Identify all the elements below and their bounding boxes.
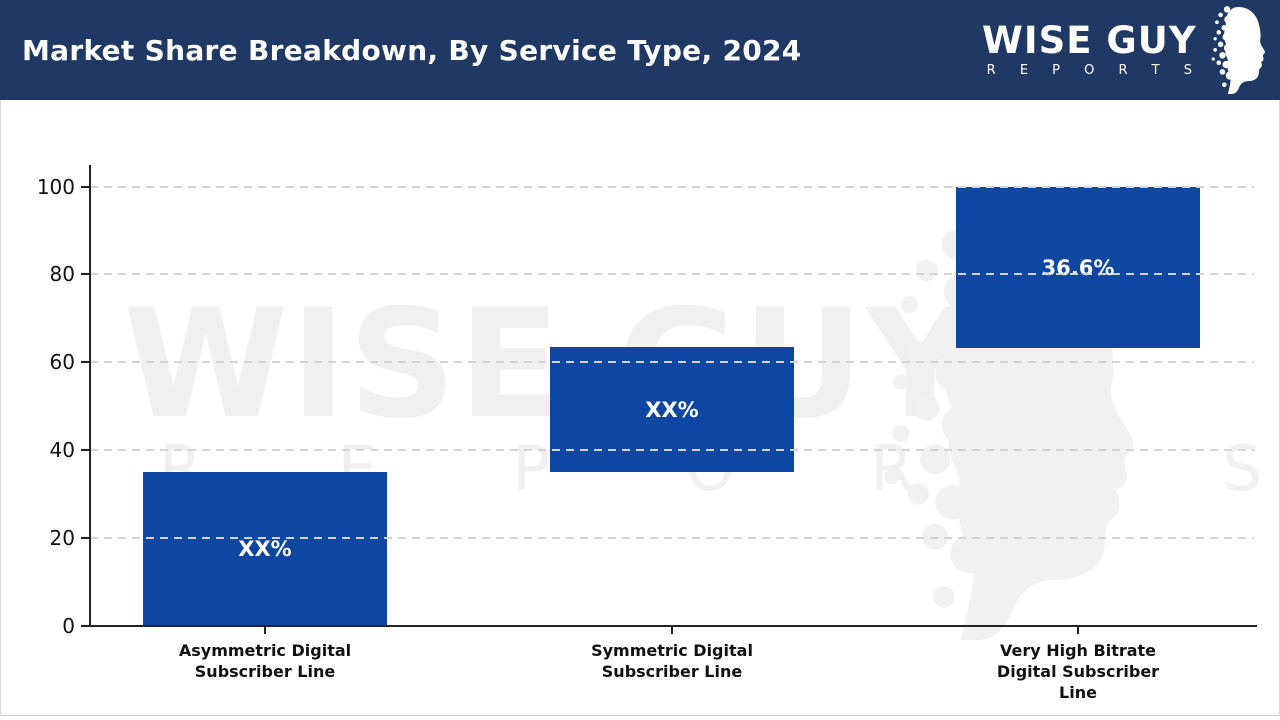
logo-text: WISE GUY R E P O R T S <box>977 19 1202 79</box>
y-axis-tick <box>81 537 90 539</box>
bar-value-label: XX% <box>645 397 699 422</box>
y-axis-tick <box>81 273 90 275</box>
gridline <box>90 361 1254 363</box>
y-tick-label: 0 <box>62 614 75 638</box>
bar-value-label: 36.6% <box>1041 255 1115 280</box>
x-axis-label: Very High Bitrate Digital Subscriber Lin… <box>996 641 1160 702</box>
bar: XX% <box>550 347 794 472</box>
y-axis-tick <box>81 625 90 627</box>
y-tick-label: 60 <box>49 350 75 374</box>
wiseguy-face-icon <box>1211 6 1265 94</box>
watermark-wordmark: WISE GUY <box>123 278 977 452</box>
header-bar: Market Share Breakdown, By Service Type,… <box>0 0 1280 100</box>
chart-canvas: WISE GUY R E P O R T S 020406080100XX%As… <box>0 100 1280 716</box>
x-axis-line <box>84 625 1257 627</box>
bar-value-label: XX% <box>238 537 292 561</box>
wiseguy-logo: WISE GUY R E P O R T S <box>977 0 1274 100</box>
x-axis-label: Symmetric Digital Subscriber Line <box>591 641 753 681</box>
logo-subtitle: R E P O R T S <box>986 63 1202 78</box>
gridline <box>90 273 1254 275</box>
bar: 36.6% <box>956 187 1200 348</box>
gridline <box>90 186 1254 188</box>
y-tick-label: 40 <box>49 438 75 462</box>
chart-title: Market Share Breakdown, By Service Type,… <box>22 33 802 67</box>
x-axis-label: Asymmetric Digital Subscriber Line <box>178 641 352 681</box>
y-tick-label: 80 <box>49 262 75 286</box>
x-axis-tick <box>264 627 266 634</box>
y-axis-tick <box>81 186 90 188</box>
y-axis-tick <box>81 361 90 363</box>
x-axis-tick <box>1077 627 1079 634</box>
x-axis-tick <box>671 627 673 634</box>
gridline <box>90 537 1254 539</box>
bar: XX% <box>143 472 387 626</box>
y-axis-tick <box>81 449 90 451</box>
y-tick-label: 100 <box>36 175 75 199</box>
y-axis-line <box>89 165 91 627</box>
y-tick-label: 20 <box>49 526 75 550</box>
logo-wordmark: WISE GUY <box>982 19 1197 62</box>
gridline <box>90 449 1254 451</box>
